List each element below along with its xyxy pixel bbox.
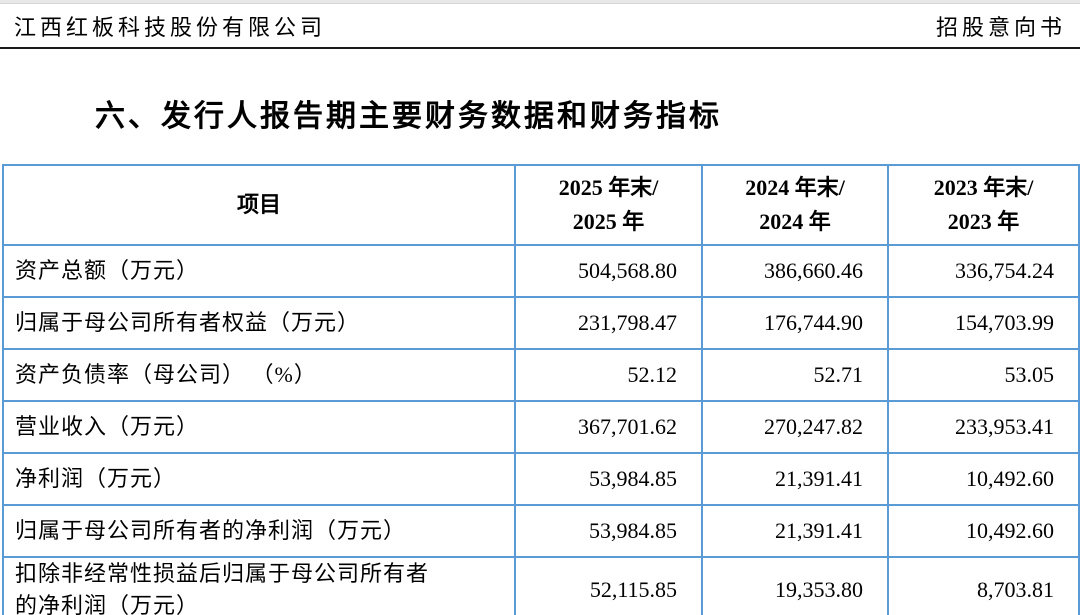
column-header-2023: 2023 年末/ 2023 年 <box>887 164 1080 246</box>
cell-value-2024: 19,353.80 <box>701 555 889 615</box>
column-header-2024: 2024 年末/ 2024 年 <box>701 164 889 246</box>
cell-value-2025: 367,701.62 <box>514 400 703 454</box>
cell-value-2023: 10,492.60 <box>887 452 1080 506</box>
table-row: 归属于母公司所有者权益（万元） 231,798.47 176,744.90 15… <box>2 296 1080 350</box>
document-type-label: 招股意向书 <box>935 15 1066 40</box>
column-header-2025: 2025 年末/ 2025 年 <box>514 164 703 246</box>
cell-value-2025: 53,984.85 <box>514 452 703 506</box>
table-row: 营业收入（万元） 367,701.62 270,247.82 233,953.4… <box>2 400 1080 454</box>
cell-value-2023: 336,754.24 <box>887 244 1080 298</box>
row-label: 资产总额（万元） <box>2 244 516 298</box>
cell-value-2024: 21,391.41 <box>701 452 889 506</box>
row-label: 资产负债率（母公司） （%） <box>2 348 516 402</box>
column-header-line: 2024 年末/ <box>745 174 845 200</box>
row-label: 净利润（万元） <box>2 452 516 506</box>
company-name: 江西红板科技股份有限公司 <box>14 15 327 40</box>
row-label: 归属于母公司所有者的净利润（万元） <box>2 504 516 558</box>
section-title: 六、发行人报告期主要财务数据和财务指标 <box>95 100 722 133</box>
cell-value-2023: 154,703.99 <box>887 296 1080 350</box>
cell-value-2023: 53.05 <box>887 348 1080 402</box>
cell-value-2025: 52,115.85 <box>514 555 703 615</box>
table-row: 扣除非经常性损益后归属于母公司所有者 的净利润（万元） 52,115.85 19… <box>2 555 1080 615</box>
cell-value-2024: 270,247.82 <box>701 400 889 454</box>
cell-value-2023: 233,953.41 <box>887 400 1080 454</box>
table-row: 资产负债率（母公司） （%） 52.12 52.71 53.05 <box>2 348 1080 402</box>
cell-value-2024: 386,660.46 <box>701 244 889 298</box>
document-header: 江西红板科技股份有限公司 招股意向书 <box>0 4 1080 49</box>
table-header-row: 项目 2025 年末/ 2025 年 2024 年末/ 2024 年 2023 … <box>2 164 1080 246</box>
financial-data-table: 项目 2025 年末/ 2025 年 2024 年末/ 2024 年 2023 … <box>2 164 1080 615</box>
row-label: 扣除非经常性损益后归属于母公司所有者 的净利润（万元） <box>2 555 516 615</box>
cell-value-2025: 52.12 <box>514 348 703 402</box>
column-header-line: 2024 年 <box>759 209 831 234</box>
column-header-line: 2025 年末/ <box>558 174 659 200</box>
row-label: 归属于母公司所有者权益（万元） <box>2 296 516 350</box>
table-row: 净利润（万元） 53,984.85 21,391.41 10,492.60 <box>2 452 1080 506</box>
window-top-edge <box>0 0 1080 4</box>
row-label: 营业收入（万元） <box>2 400 516 454</box>
cell-value-2023: 10,492.60 <box>887 504 1080 558</box>
cell-value-2024: 21,391.41 <box>701 504 889 558</box>
table-row: 归属于母公司所有者的净利润（万元） 53,984.85 21,391.41 10… <box>2 504 1080 558</box>
table-row: 资产总额（万元） 504,568.80 386,660.46 336,754.2… <box>2 244 1080 298</box>
cell-value-2023: 8,703.81 <box>887 555 1080 615</box>
column-header-line: 2025 年 <box>572 209 645 234</box>
cell-value-2025: 53,984.85 <box>514 504 703 558</box>
column-header-item: 项目 <box>2 164 516 246</box>
cell-value-2025: 504,568.80 <box>514 244 703 298</box>
cell-value-2025: 231,798.47 <box>514 296 703 350</box>
cell-value-2024: 52.71 <box>701 348 889 402</box>
column-header-line: 2023 年末/ <box>933 174 1034 200</box>
column-header-line: 2023 年 <box>947 209 1020 234</box>
cell-value-2024: 176,744.90 <box>701 296 889 350</box>
